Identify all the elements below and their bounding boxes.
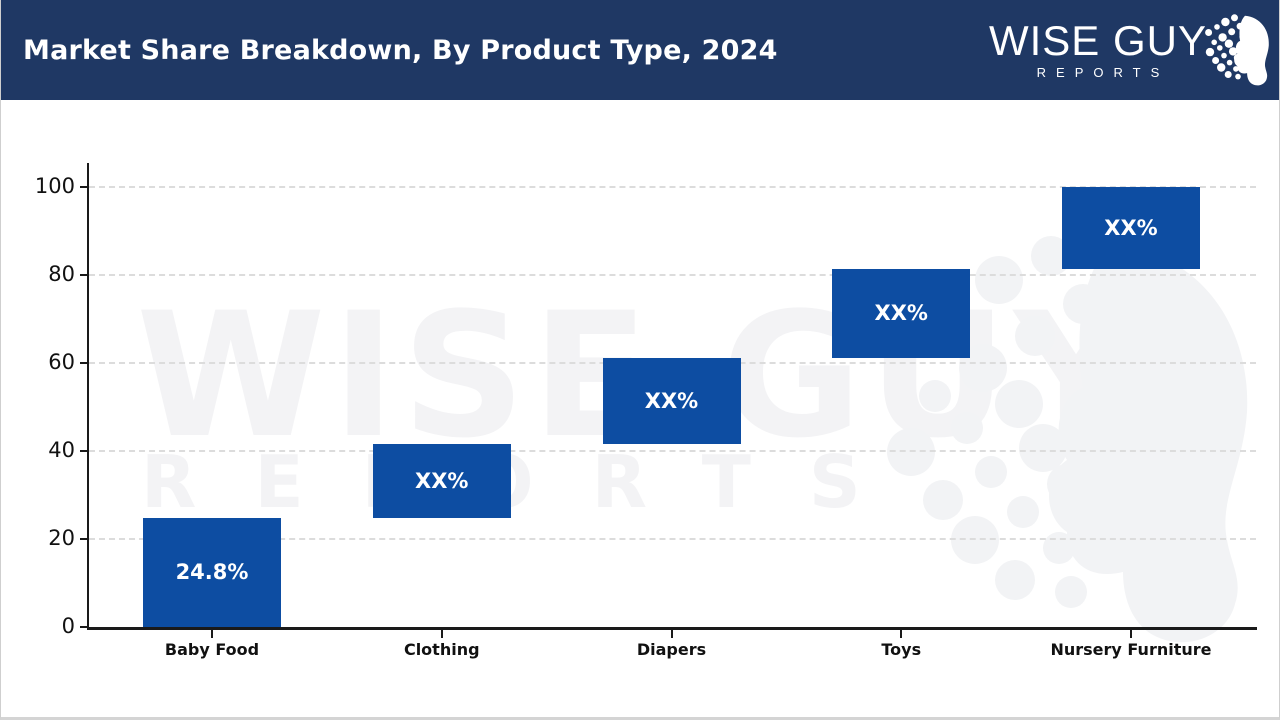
x-tick-mark [1130, 630, 1132, 638]
x-tick-label: Toys [881, 640, 922, 659]
x-tick-mark [900, 630, 903, 638]
y-tick-label: 20 [48, 526, 75, 550]
header-bar: Market Share Breakdown, By Product Type,… [1, 0, 1279, 100]
gridline [89, 186, 1256, 188]
logo-text: WISE GUY REPORTS [988, 17, 1207, 81]
bar-value-label: XX% [644, 388, 699, 413]
x-tick-mark [211, 630, 213, 638]
gridline [89, 450, 1256, 452]
y-tick-label: 100 [34, 174, 75, 198]
x-tick-mark [440, 630, 443, 638]
y-tick-label: 40 [48, 438, 75, 462]
y-tick-mark [80, 274, 88, 276]
y-tick-mark [80, 538, 88, 540]
bar-clothing: XX% [372, 443, 511, 518]
x-tick-label: Baby Food [164, 640, 260, 659]
x-tick-label: Nursery Furniture [1050, 640, 1212, 659]
y-tick-label: 60 [48, 350, 75, 374]
gridline [89, 538, 1256, 540]
bar-toys: XX% [832, 268, 971, 358]
y-tick-mark [80, 626, 88, 628]
y-tick-mark [80, 362, 88, 364]
x-tick-mark [670, 630, 673, 638]
gridline [89, 274, 1256, 276]
x-axis-line [87, 627, 1257, 630]
logo-sub-label: REPORTS [1036, 65, 1170, 80]
bar-value-label: XX% [874, 301, 928, 326]
page-title: Market Share Breakdown, By Product Type,… [23, 34, 778, 66]
bar-diapers: XX% [602, 357, 741, 444]
bar-baby-food: 24.8% [143, 517, 281, 627]
y-tick-label: 80 [48, 262, 75, 286]
x-tick-label: Diapers [636, 640, 707, 659]
y-tick-label: 0 [61, 614, 75, 638]
y-tick-mark [80, 450, 88, 452]
wise-guy-reports-logo: WISE GUY REPORTS [989, 0, 1273, 100]
x-tick-label: Clothing [403, 640, 480, 659]
logo-brand-label: WISE GUY [988, 17, 1207, 64]
bar-value-label: XX% [415, 468, 469, 493]
y-axis-line [87, 163, 89, 629]
bar-nursery-furniture: XX% [1062, 187, 1200, 269]
bar-value-label: XX% [1104, 215, 1158, 240]
y-tick-mark [80, 186, 88, 188]
bar-value-label: 24.8% [175, 560, 249, 585]
